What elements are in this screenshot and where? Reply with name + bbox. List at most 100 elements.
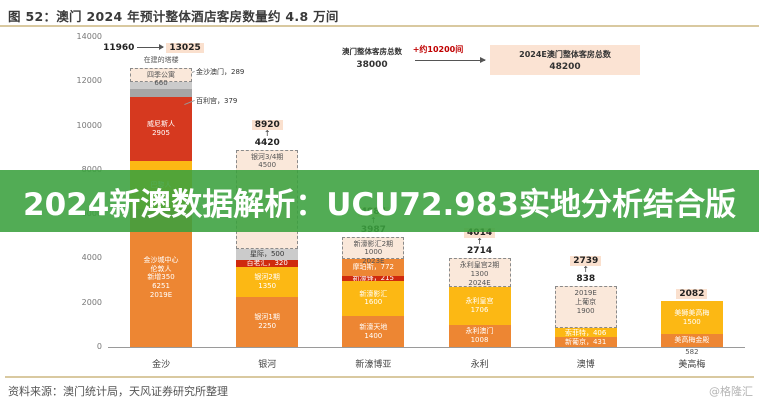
x-axis-label: 澳博 xyxy=(576,360,595,370)
bar-column-永利: 永利澳门 1008 永利皇宫 1706 永利皇宫2期 1300 2024E 4014 ↑ 2714… xyxy=(427,37,533,370)
segment-label: 金沙城中心 xyxy=(143,255,179,264)
footer-source: 资料来源：澳门统计局，天风证券研究所整理 xyxy=(8,385,228,398)
segment-label: 新增350 xyxy=(147,273,175,282)
annotation-current: 2714 xyxy=(467,246,493,257)
bar-segment xyxy=(130,88,192,97)
bar-segment: 新濠影汇2期 1000 2023E xyxy=(342,236,405,265)
annotation-current: 838 xyxy=(576,274,596,285)
segment-label: 星际，500 xyxy=(249,250,285,259)
annotation-total: 2739 xyxy=(570,256,602,267)
x-axis-label: 银河 xyxy=(258,360,277,370)
y-tick-label: 0 xyxy=(96,342,102,351)
segment-label: 2023E xyxy=(362,257,385,266)
bar-annotation: 2082 xyxy=(639,288,745,299)
segment-label: 银河1期 xyxy=(254,313,280,322)
segment-label: 1400 xyxy=(364,331,383,340)
bar-segment: 星际，500 xyxy=(236,249,299,261)
x-axis-label: 美高梅 xyxy=(678,360,706,370)
bar-segment: 新濠影汇 1600 xyxy=(342,280,405,316)
annotation-current: 4420 xyxy=(254,137,280,148)
bar-segment: 四季公寓 660 xyxy=(130,67,192,87)
overlay-banner: 2024新澳数据解析：UCU72.983实地分析结合版 xyxy=(0,170,759,232)
flow-delta-label: +约10200间 xyxy=(412,45,464,54)
segment-label: 2024E xyxy=(468,278,491,287)
bar-annotation: 8920 ↑ 4420 xyxy=(214,119,320,148)
segment-label: 永利澳门 xyxy=(465,327,494,336)
segment-label: 伦敦人 xyxy=(150,264,172,273)
y-tick-label: 14000 xyxy=(76,32,102,41)
arrow-right-icon xyxy=(137,44,165,51)
overlay-banner-text: 2024新澳数据解析：UCU72.983实地分析结合版 xyxy=(23,186,736,223)
segment-label: 永利皇宫 xyxy=(465,297,494,306)
segment-label: 新濠影汇2期 xyxy=(353,239,394,248)
x-axis-label: 永利 xyxy=(470,360,489,370)
segment-label: 1500 xyxy=(682,317,701,326)
bar-segment: 2019E 上葡京 1900 xyxy=(554,286,617,329)
annotation-current: 11960 xyxy=(103,42,135,53)
segment-label: 1300 xyxy=(470,269,489,278)
segment-label: 摩珀斯，772 xyxy=(352,262,395,271)
watermark: @格隆汇 xyxy=(709,385,753,398)
plot-area: 金沙城中心伦敦人新增35062512019E巴黎人威尼斯人2905百利宫，379… xyxy=(103,37,745,370)
y-tick-label: 8000 xyxy=(82,165,102,174)
segment-label: 1900 xyxy=(576,306,595,315)
bar-segment: 美高梅金殿 xyxy=(660,334,723,347)
footer-divider xyxy=(5,376,754,378)
segment-label: 美狮美高梅 xyxy=(674,308,710,317)
segment-label: 1008 xyxy=(470,335,489,344)
arrow-up-icon: ↑ xyxy=(263,128,271,138)
bar-segment xyxy=(130,82,192,89)
flow-arrow-icon xyxy=(415,57,486,63)
bar-column-美高梅: 美高梅金殿 美狮美高梅 1500 2082 582 美高梅 xyxy=(639,37,745,370)
segment-side-label: 金沙澳门，289 xyxy=(196,68,245,77)
bar-segment: 银河2期 1350 xyxy=(236,267,299,298)
segment-label: 1706 xyxy=(470,305,489,314)
bar-column-新濠博亚: 新濠天地 1400 新濠影汇 1600 新濠锋，215 摩珀斯，772 新濠影汇2期 1000… xyxy=(320,37,426,370)
flow-target-value: 48200 xyxy=(549,62,581,72)
annotation-total: 13025 xyxy=(166,42,204,53)
segment-label: 银河3/4期 xyxy=(251,152,284,161)
x-axis-label: 新濠博亚 xyxy=(355,360,392,370)
bar-segment: 威尼斯人 2905 xyxy=(130,96,192,162)
flow-source: 澳门整体客房总数 38000 xyxy=(330,46,414,70)
bar-segment: 摩珀斯，772 xyxy=(342,258,405,276)
segment-label: 新濠天地 xyxy=(359,322,388,331)
segment-label: 新葡京，431 xyxy=(564,337,607,346)
annotation-total: 4014 xyxy=(464,228,496,239)
segment-label: 新濠影汇 xyxy=(359,289,388,298)
bar-annotation: 11960 13025 xyxy=(103,42,204,53)
figure-title: 图 52：澳门 2024 年预计整体酒店客房数量约 4.8 万间 xyxy=(8,9,339,24)
arrow-up-icon: ↑ xyxy=(476,237,483,247)
y-tick-label: 10000 xyxy=(76,120,102,130)
segment-label: 索菲特，406 xyxy=(564,328,607,337)
y-tick-label: 12000 xyxy=(76,76,102,86)
flow-source-label: 澳门整体客房总数 xyxy=(342,47,402,56)
segment-label: 百老汇，320 xyxy=(246,259,288,268)
segment-label: 美高梅金殿 xyxy=(674,336,710,345)
segment-label: 永利皇宫2期 xyxy=(459,261,500,270)
segment-label: 1000 xyxy=(364,248,383,257)
bar-annotation: 2739 ↑ 838 xyxy=(533,256,639,284)
bar-below-note: 582 xyxy=(685,348,699,356)
bar-segment: 索菲特，406 xyxy=(554,328,617,338)
flow-source-value: 38000 xyxy=(356,60,388,70)
segment-label: 1600 xyxy=(364,298,383,307)
segment-label: 新濠锋，215 xyxy=(352,273,395,282)
segment-label: 1350 xyxy=(258,282,277,291)
bar-annotation: 4014 ↑ 2714 xyxy=(427,228,533,256)
segment-label: 2019E xyxy=(574,289,597,298)
segment-side-label: 百利宫，379 xyxy=(196,96,238,105)
x-axis-label: 金沙 xyxy=(152,360,171,370)
bar-segment: 银河1期 2250 xyxy=(236,297,299,347)
title-divider xyxy=(0,25,759,27)
segment-label: 银河2期 xyxy=(254,273,280,282)
annotation-total: 2082 xyxy=(676,288,708,299)
segment-label: 威尼斯人 xyxy=(147,120,175,129)
bar-segment: 新葡京，431 xyxy=(554,337,617,347)
segment-label: 四季公寓 xyxy=(147,70,175,79)
segment-label: 2250 xyxy=(258,322,277,331)
segment-label: 2905 xyxy=(152,129,170,138)
bar-segment: 永利皇宫2期 1300 2024E xyxy=(448,258,511,287)
segment-label: 6251 xyxy=(152,282,170,291)
